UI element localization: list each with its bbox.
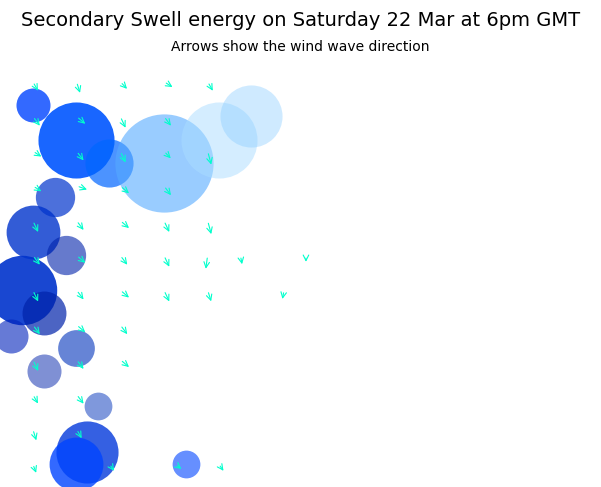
Point xyxy=(28,101,38,109)
Point xyxy=(61,251,70,259)
Point xyxy=(72,135,81,143)
Point xyxy=(181,460,191,468)
Point xyxy=(82,449,92,456)
Point xyxy=(17,286,26,294)
Point xyxy=(39,367,49,375)
Point xyxy=(246,112,256,120)
Point xyxy=(6,333,16,340)
Point xyxy=(72,344,81,352)
Point xyxy=(50,193,59,201)
Point xyxy=(72,460,81,468)
Point xyxy=(28,228,38,236)
Text: Arrows show the wind wave direction: Arrows show the wind wave direction xyxy=(171,40,430,54)
Point xyxy=(159,159,169,167)
Point xyxy=(39,309,49,317)
Point xyxy=(214,135,224,143)
Text: Secondary Swell energy on Saturday 22 Mar at 6pm GMT: Secondary Swell energy on Saturday 22 Ma… xyxy=(21,11,580,30)
Point xyxy=(105,159,114,167)
Point xyxy=(94,402,103,410)
